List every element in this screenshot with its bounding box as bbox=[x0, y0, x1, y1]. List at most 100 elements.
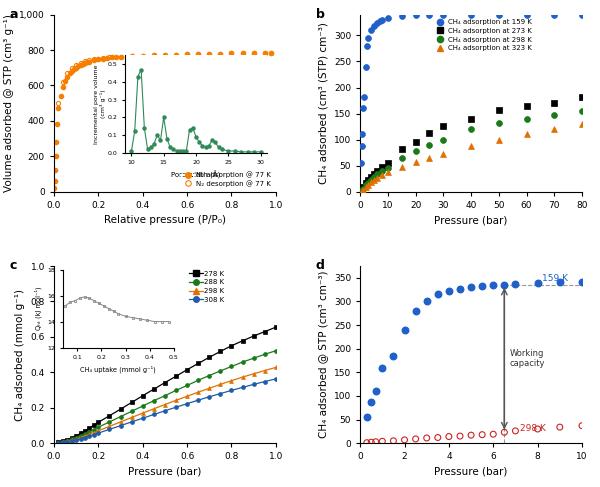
Point bbox=[511, 280, 520, 288]
Point bbox=[377, 167, 387, 175]
Point bbox=[361, 183, 370, 191]
Point bbox=[478, 282, 487, 290]
Point bbox=[494, 119, 503, 127]
Point bbox=[577, 11, 587, 19]
Point bbox=[411, 307, 421, 315]
Point bbox=[372, 19, 382, 27]
Point bbox=[357, 187, 367, 194]
Point bbox=[439, 136, 448, 144]
X-axis label: Relative pressure (P/P₀): Relative pressure (P/P₀) bbox=[104, 215, 226, 225]
Y-axis label: Volume adsorbed @ STP (cm³ g⁻¹): Volume adsorbed @ STP (cm³ g⁻¹) bbox=[4, 14, 14, 192]
Point bbox=[455, 285, 465, 293]
Point bbox=[377, 163, 387, 170]
Point bbox=[357, 185, 367, 193]
Point bbox=[425, 11, 434, 19]
Point bbox=[369, 22, 379, 30]
Point bbox=[439, 11, 448, 19]
Point bbox=[383, 159, 392, 167]
Point bbox=[433, 290, 443, 298]
Point bbox=[522, 115, 532, 123]
Point bbox=[389, 352, 398, 360]
Point bbox=[383, 169, 392, 176]
Y-axis label: CH₄ adsorbed @ STP (cm³ cm⁻³): CH₄ adsorbed @ STP (cm³ cm⁻³) bbox=[319, 271, 328, 438]
Point bbox=[361, 180, 370, 187]
Point bbox=[488, 281, 498, 289]
Text: b: b bbox=[316, 7, 325, 20]
Point bbox=[500, 429, 509, 436]
Text: c: c bbox=[10, 259, 17, 272]
Point bbox=[478, 431, 487, 439]
Point bbox=[358, 105, 368, 112]
Point bbox=[383, 14, 392, 21]
Point bbox=[367, 26, 376, 34]
Point bbox=[369, 176, 379, 184]
Point bbox=[372, 170, 382, 178]
Point bbox=[359, 93, 369, 101]
Point bbox=[377, 364, 387, 372]
Point bbox=[577, 422, 587, 430]
Point bbox=[500, 281, 509, 289]
Point bbox=[364, 34, 373, 42]
Point bbox=[555, 423, 565, 431]
Point bbox=[550, 99, 559, 107]
Point bbox=[439, 122, 448, 130]
Point bbox=[383, 165, 392, 172]
Point bbox=[411, 11, 421, 19]
Point bbox=[358, 186, 368, 193]
Point bbox=[400, 436, 409, 444]
Point bbox=[466, 115, 476, 123]
Point bbox=[466, 143, 476, 150]
Point bbox=[425, 154, 434, 162]
Point bbox=[411, 138, 421, 146]
Y-axis label: CH₄ adsorbed (mmol g⁻¹): CH₄ adsorbed (mmol g⁻¹) bbox=[15, 289, 25, 421]
Point bbox=[377, 16, 387, 24]
Point bbox=[364, 181, 373, 189]
Point bbox=[397, 154, 407, 162]
Point bbox=[367, 176, 376, 184]
Point bbox=[367, 398, 376, 406]
Point bbox=[494, 106, 503, 114]
Point bbox=[364, 176, 373, 184]
Point bbox=[522, 11, 532, 19]
Point bbox=[550, 11, 559, 19]
Legend: N₂ adsorption @ 77 K, N₂ desorption @ 77 K: N₂ adsorption @ 77 K, N₂ desorption @ 77… bbox=[179, 170, 272, 188]
Point bbox=[397, 145, 407, 153]
Point bbox=[369, 173, 379, 181]
Point bbox=[367, 178, 376, 186]
Point bbox=[372, 174, 382, 182]
Point bbox=[371, 438, 380, 446]
Point bbox=[455, 432, 465, 440]
Point bbox=[411, 158, 421, 166]
Point bbox=[377, 171, 387, 179]
Point bbox=[358, 185, 368, 192]
Point bbox=[577, 120, 587, 128]
Point bbox=[356, 159, 366, 167]
Point bbox=[533, 279, 542, 286]
Point bbox=[522, 102, 532, 110]
X-axis label: Pressure (bar): Pressure (bar) bbox=[434, 467, 508, 477]
Point bbox=[422, 297, 431, 304]
Point bbox=[371, 387, 380, 395]
Point bbox=[377, 437, 387, 445]
Point bbox=[577, 278, 587, 285]
Point bbox=[361, 182, 370, 189]
Point bbox=[433, 433, 443, 441]
Point bbox=[466, 11, 476, 19]
Point bbox=[375, 18, 385, 25]
Point bbox=[466, 125, 476, 133]
Point bbox=[577, 93, 587, 101]
Point bbox=[466, 283, 476, 291]
Point bbox=[358, 183, 368, 191]
Legend: 278 K, 288 K, 298 K, 308 K: 278 K, 288 K, 298 K, 308 K bbox=[186, 268, 227, 306]
Point bbox=[367, 438, 376, 446]
Point bbox=[439, 150, 448, 158]
Text: Working
capacity: Working capacity bbox=[510, 349, 545, 368]
Point bbox=[362, 413, 371, 421]
Point bbox=[361, 63, 370, 71]
Point bbox=[372, 167, 382, 175]
Point bbox=[397, 12, 407, 20]
Point bbox=[522, 131, 532, 138]
Text: d: d bbox=[316, 259, 325, 272]
Point bbox=[550, 125, 559, 133]
X-axis label: Pressure (bar): Pressure (bar) bbox=[128, 467, 202, 477]
